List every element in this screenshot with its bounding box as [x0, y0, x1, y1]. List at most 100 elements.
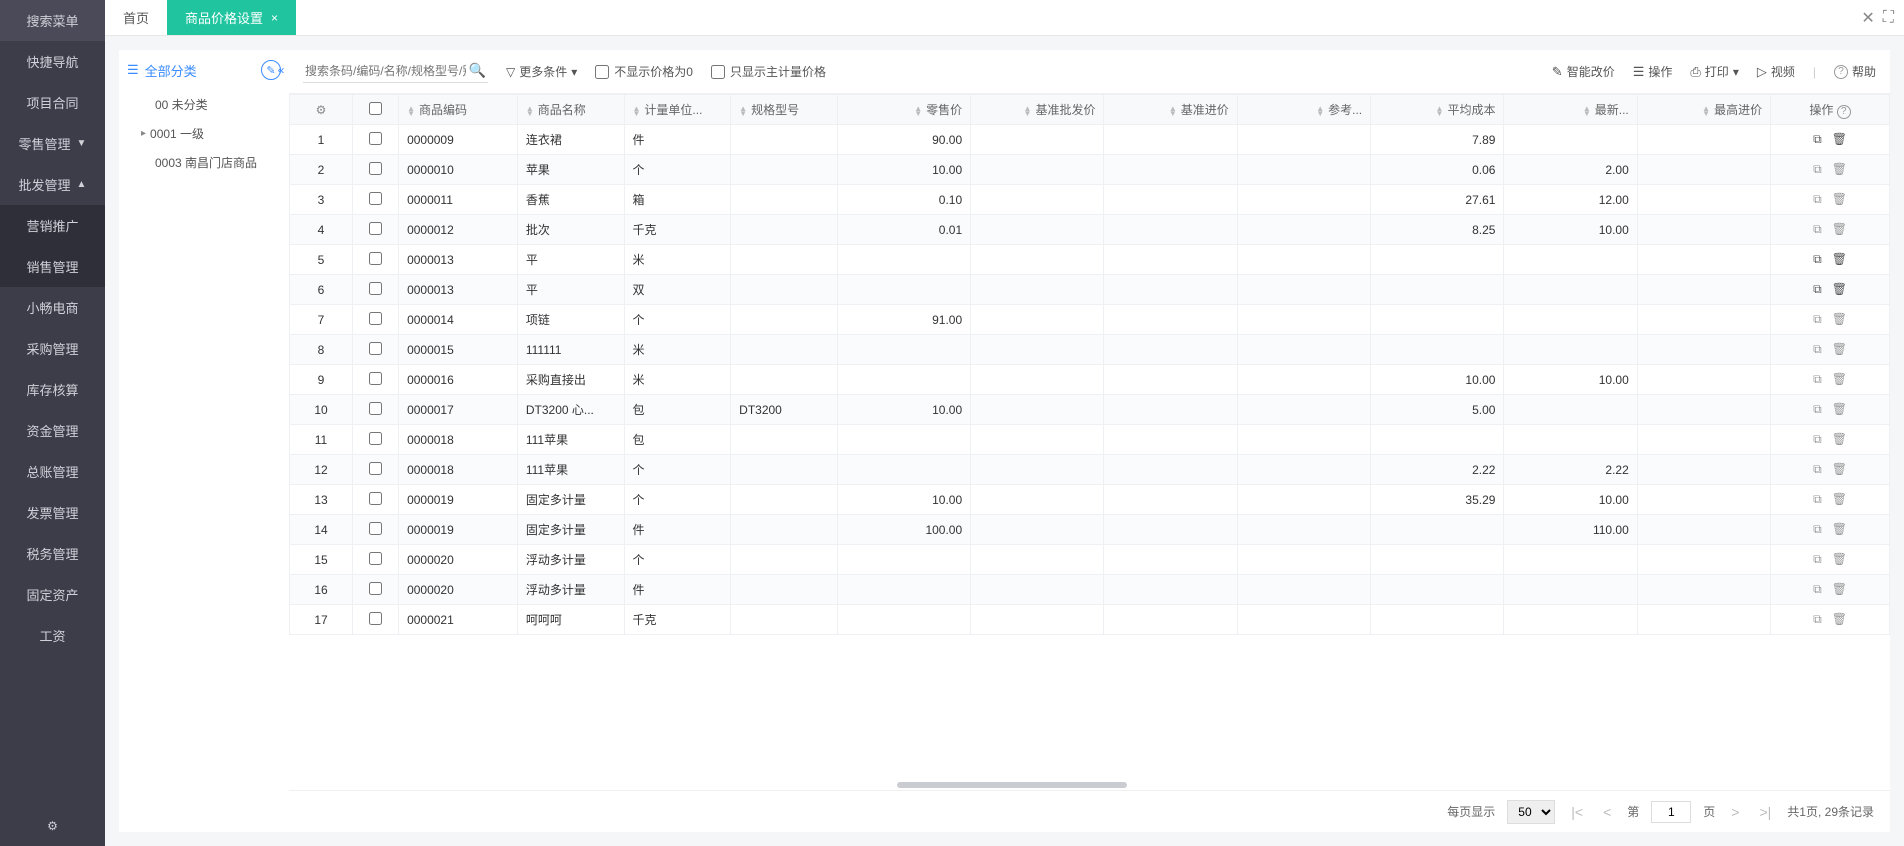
delete-icon[interactable]: 🗑: [1832, 462, 1847, 477]
table-row[interactable]: 160000020浮动多计量件⧉🗑: [290, 575, 1890, 605]
row-checkbox[interactable]: [369, 402, 382, 415]
col-header-ref[interactable]: ▲▼参考...: [1237, 95, 1370, 125]
copy-icon[interactable]: ⧉: [1813, 342, 1822, 357]
delete-icon[interactable]: 🗑: [1832, 522, 1847, 537]
row-select[interactable]: [353, 185, 399, 215]
row-checkbox[interactable]: [369, 282, 382, 295]
row-select[interactable]: [353, 575, 399, 605]
close-all-icon[interactable]: ✕: [1861, 8, 1874, 28]
smart-price-button[interactable]: ✎智能改价: [1552, 63, 1615, 80]
copy-icon[interactable]: ⧉: [1813, 432, 1822, 447]
row-checkbox[interactable]: [369, 222, 382, 235]
per-page-select[interactable]: 50: [1507, 800, 1555, 824]
row-select[interactable]: [353, 245, 399, 275]
tab-home[interactable]: 首页: [105, 0, 167, 35]
table-row[interactable]: 150000020浮动多计量个⧉🗑: [290, 545, 1890, 575]
scrollbar-thumb[interactable]: [897, 782, 1127, 788]
row-checkbox[interactable]: [369, 462, 382, 475]
copy-icon[interactable]: ⧉: [1813, 582, 1822, 597]
col-header-latest[interactable]: ▲▼最新...: [1504, 95, 1637, 125]
row-select[interactable]: [353, 395, 399, 425]
col-header-avg[interactable]: ▲▼平均成本: [1371, 95, 1504, 125]
row-checkbox[interactable]: [369, 522, 382, 535]
sidebar-sub-item[interactable]: 销售管理: [0, 246, 105, 287]
sidebar-item[interactable]: 批发管理▲: [0, 164, 105, 205]
copy-icon[interactable]: ⧉: [1813, 492, 1822, 507]
copy-icon[interactable]: ⧉: [1813, 222, 1822, 237]
first-page-button[interactable]: |<: [1567, 804, 1587, 820]
row-select[interactable]: [353, 545, 399, 575]
sidebar-item[interactable]: 库存核算: [0, 369, 105, 410]
delete-icon[interactable]: 🗑: [1832, 282, 1847, 297]
row-checkbox[interactable]: [369, 132, 382, 145]
delete-icon[interactable]: 🗑: [1832, 132, 1847, 147]
sidebar-sub-item[interactable]: 营销推广: [0, 205, 105, 246]
table-row[interactable]: 30000011香蕉箱0.1027.6112.00⧉🗑: [290, 185, 1890, 215]
col-header-purchase[interactable]: ▲▼基准进价: [1104, 95, 1237, 125]
row-select[interactable]: [353, 515, 399, 545]
copy-icon[interactable]: ⧉: [1813, 312, 1822, 327]
table-scroll[interactable]: ⚙ ▲▼商品编码 ▲▼商品名称 ▲▼计量单位... ▲▼规格型号 ▲▼零售价 ▲…: [289, 94, 1890, 780]
copy-icon[interactable]: ⧉: [1813, 402, 1822, 417]
sidebar-item[interactable]: 搜索菜单: [0, 0, 105, 41]
copy-icon[interactable]: ⧉: [1813, 192, 1822, 207]
delete-icon[interactable]: 🗑: [1832, 192, 1847, 207]
page-input[interactable]: [1651, 801, 1691, 823]
close-icon[interactable]: ×: [271, 11, 278, 25]
row-select[interactable]: [353, 455, 399, 485]
last-page-button[interactable]: >|: [1755, 804, 1775, 820]
row-checkbox[interactable]: [369, 432, 382, 445]
delete-icon[interactable]: 🗑: [1832, 252, 1847, 267]
row-select[interactable]: [353, 605, 399, 635]
delete-icon[interactable]: 🗑: [1832, 492, 1847, 507]
table-row[interactable]: 140000019固定多计量件100.00110.00⧉🗑: [290, 515, 1890, 545]
row-checkbox[interactable]: [369, 312, 382, 325]
table-row[interactable]: 60000013平双⧉🗑: [290, 275, 1890, 305]
row-select[interactable]: [353, 365, 399, 395]
print-button[interactable]: ⎙打印 ▾: [1690, 63, 1738, 80]
row-select[interactable]: [353, 425, 399, 455]
row-checkbox[interactable]: [369, 342, 382, 355]
copy-icon[interactable]: ⧉: [1813, 522, 1822, 537]
next-page-button[interactable]: >: [1727, 804, 1743, 820]
checkbox-input[interactable]: [595, 65, 609, 79]
col-header-unit[interactable]: ▲▼计量单位...: [624, 95, 731, 125]
collapse-panel-icon[interactable]: «: [271, 60, 291, 80]
sidebar-item[interactable]: 资金管理: [0, 410, 105, 451]
table-row[interactable]: 70000014项链个91.00⧉🗑: [290, 305, 1890, 335]
row-select[interactable]: [353, 275, 399, 305]
table-row[interactable]: 10000009连衣裙件90.007.89⧉🗑: [290, 125, 1890, 155]
copy-icon[interactable]: ⧉: [1813, 162, 1822, 177]
row-checkbox[interactable]: [369, 492, 382, 505]
sidebar-item[interactable]: 项目合同: [0, 82, 105, 123]
checkbox-input[interactable]: [711, 65, 725, 79]
row-checkbox[interactable]: [369, 162, 382, 175]
table-row[interactable]: 120000018111苹果个2.222.22⧉🗑: [290, 455, 1890, 485]
expand-icon[interactable]: ▸: [141, 128, 146, 139]
table-row[interactable]: 20000010苹果个10.000.062.00⧉🗑: [290, 155, 1890, 185]
horizontal-scrollbar[interactable]: [289, 780, 1890, 790]
fullscreen-icon[interactable]: ⛶: [1883, 9, 1894, 27]
row-select[interactable]: [353, 215, 399, 245]
tree-node[interactable]: 00 未分类: [127, 90, 281, 119]
tree-node[interactable]: 0003 南昌门店商品: [127, 148, 281, 177]
col-header-code[interactable]: ▲▼商品编码: [399, 95, 518, 125]
delete-icon[interactable]: 🗑: [1832, 222, 1847, 237]
tab-price-settings[interactable]: 商品价格设置 ×: [167, 0, 296, 35]
delete-icon[interactable]: 🗑: [1832, 342, 1847, 357]
row-select[interactable]: [353, 335, 399, 365]
sidebar-item[interactable]: 采购管理: [0, 328, 105, 369]
select-all-checkbox[interactable]: [369, 102, 382, 115]
delete-icon[interactable]: 🗑: [1832, 162, 1847, 177]
col-header-spec[interactable]: ▲▼规格型号: [731, 95, 838, 125]
delete-icon[interactable]: 🗑: [1832, 552, 1847, 567]
sidebar-item[interactable]: 小畅电商: [0, 287, 105, 328]
delete-icon[interactable]: 🗑: [1832, 582, 1847, 597]
copy-icon[interactable]: ⧉: [1813, 252, 1822, 267]
sidebar-item[interactable]: 总账管理: [0, 451, 105, 492]
search-icon[interactable]: 🔍: [469, 62, 486, 79]
sidebar-item[interactable]: 发票管理: [0, 492, 105, 533]
copy-icon[interactable]: ⧉: [1813, 462, 1822, 477]
search-input[interactable]: [303, 60, 488, 83]
table-row[interactable]: 130000019固定多计量个10.0035.2910.00⧉🗑: [290, 485, 1890, 515]
